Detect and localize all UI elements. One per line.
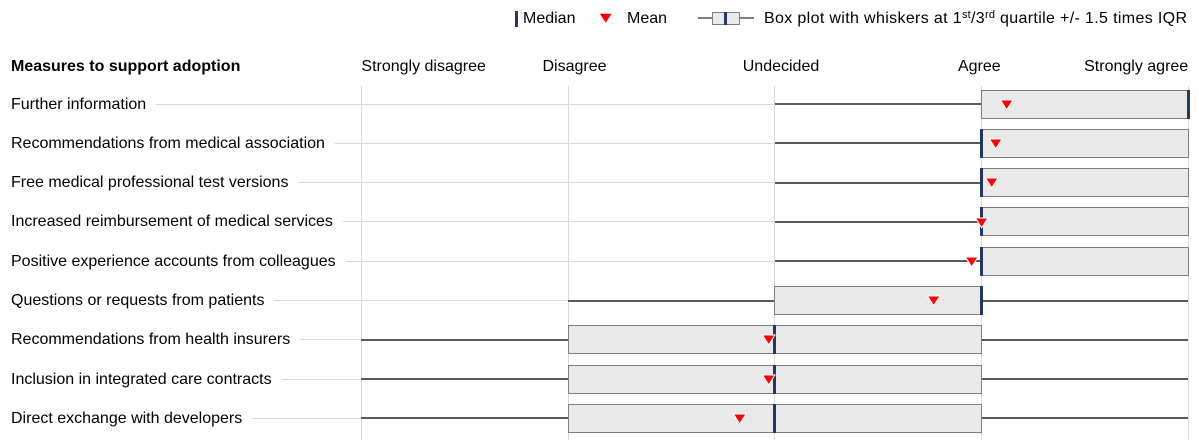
row-label: Free medical professional test versions — [11, 174, 289, 192]
axis-tick-label: Strongly disagree — [361, 58, 486, 75]
boxplot-legend-label: Box plot with whiskers at 1st/3rd quarti… — [764, 9, 1188, 27]
whisker-high — [981, 378, 1189, 381]
median-line — [980, 128, 983, 158]
median-line — [773, 403, 777, 433]
row-leader-line — [281, 378, 362, 380]
iqr-box — [774, 286, 982, 315]
boxplot-legend-median-glyph — [723, 11, 727, 25]
mean-legend-label: Mean — [627, 10, 668, 27]
whisker-low — [361, 417, 569, 420]
median-line — [980, 286, 983, 315]
median-line — [773, 364, 777, 394]
axis-tick-label: Disagree — [542, 58, 607, 75]
row-leader-line — [156, 103, 775, 105]
median-line — [980, 246, 983, 276]
superscript: st — [961, 9, 971, 21]
axis-tick-label: Undecided — [742, 58, 820, 75]
iqr-box — [981, 89, 1189, 119]
median-line — [1186, 89, 1190, 119]
row-label: Recommendations from medical association — [11, 134, 325, 152]
whisker-high — [981, 417, 1189, 420]
axis-gridline — [774, 86, 776, 440]
axis-tick-label: Agree — [957, 58, 1001, 75]
whisker-low — [774, 220, 982, 223]
whisker-low — [568, 299, 775, 302]
row-leader-line — [342, 221, 775, 223]
row-label: Positive experience accounts from collea… — [11, 252, 336, 270]
whisker-high — [981, 299, 1189, 302]
median-legend-glyph — [515, 11, 518, 27]
row-label: Increased reimbursement of medical servi… — [11, 213, 333, 231]
mean-marker — [761, 374, 777, 386]
axis-tick-label: Strongly agree — [1084, 58, 1189, 75]
mean-marker — [988, 138, 1004, 150]
row-label: Questions or requests from patients — [11, 292, 265, 309]
whisker-low — [774, 103, 982, 106]
mean-marker — [964, 256, 979, 268]
row-label: Further information — [11, 95, 147, 113]
row-leader-line — [252, 417, 362, 419]
row-leader-line — [300, 339, 362, 341]
row-leader-line — [334, 142, 775, 144]
row-label: Recommendations from health insurers — [11, 331, 291, 349]
iqr-box — [981, 168, 1189, 198]
superscript: rd — [985, 9, 996, 21]
whisker-high — [981, 338, 1189, 341]
mean-legend-glyph — [599, 13, 612, 23]
row-label: Inclusion in integrated care contracts — [11, 370, 272, 388]
mean-marker — [999, 99, 1014, 111]
mean-marker — [974, 217, 989, 229]
iqr-box — [981, 246, 1189, 276]
mean-marker — [761, 334, 777, 347]
median-line — [773, 325, 777, 355]
median-line — [980, 168, 983, 198]
axis-gridline — [567, 86, 569, 440]
row-label: Direct exchange with developers — [11, 409, 243, 427]
whisker-low — [361, 338, 569, 341]
iqr-box — [981, 128, 1189, 158]
whisker-low — [774, 260, 982, 263]
axis-gridline — [360, 86, 362, 440]
whisker-low — [774, 181, 982, 184]
row-leader-line — [298, 182, 775, 184]
row-leader-line — [345, 260, 775, 262]
whisker-low — [774, 142, 982, 145]
iqr-box — [981, 207, 1189, 237]
median-legend-label: Median — [523, 10, 576, 27]
mean-marker — [732, 413, 748, 425]
row-leader-line — [274, 300, 569, 301]
chart-title: Measures to support adoption — [11, 58, 241, 75]
mean-marker — [984, 177, 1000, 190]
mean-marker — [926, 295, 942, 307]
whisker-low — [361, 378, 569, 381]
